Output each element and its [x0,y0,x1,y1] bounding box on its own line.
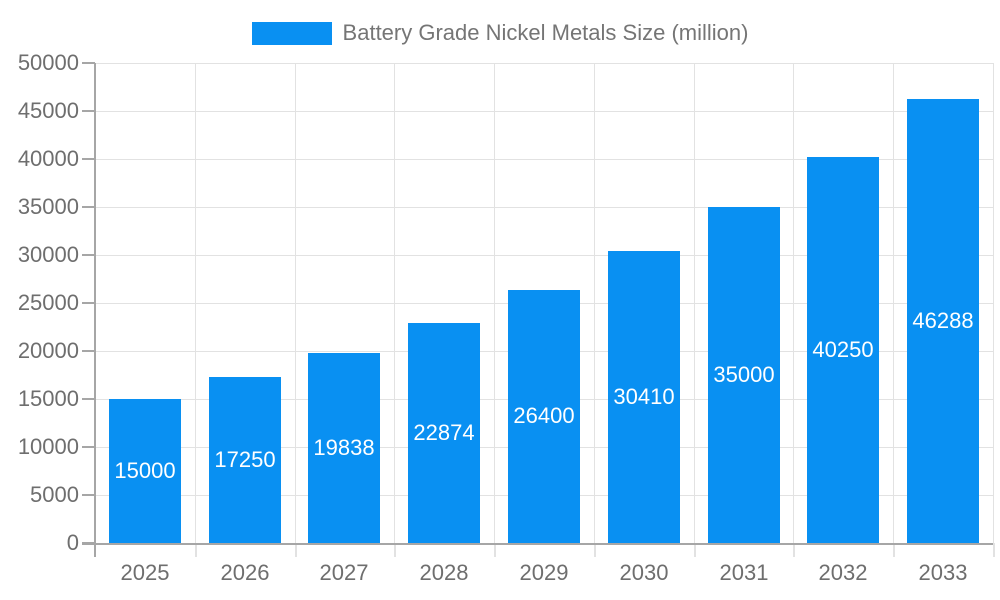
bar-value-label: 15000 [114,458,176,483]
bar-value-label: 22874 [413,420,475,445]
x-axis-label: 2032 [818,560,868,585]
y-axis-label: 25000 [17,290,79,315]
x-axis-label: 2025 [120,560,170,585]
x-axis-label: 2029 [519,560,569,585]
x-tick [394,543,396,557]
bar-value-label: 26400 [513,403,575,428]
x-tick [195,543,197,557]
x-axis-label: 2033 [918,560,968,585]
y-gridline [95,255,993,256]
y-axis-label: 50000 [17,50,79,75]
x-tick [893,543,895,557]
bar-value-label: 35000 [713,362,775,387]
bar-2027[interactable] [308,353,380,543]
bar-2025[interactable] [109,399,181,543]
y-axis-label: 5000 [30,482,79,507]
y-axis-line [94,63,96,557]
y-tick [82,206,95,208]
y-axis-label: 10000 [17,434,79,459]
x-gridline [394,63,395,543]
y-axis-label: 30000 [17,242,79,267]
bar-value-label: 46288 [912,308,974,333]
x-tick [295,543,297,557]
x-axis-label: 2027 [319,560,369,585]
x-gridline [893,63,894,543]
bar-2026[interactable] [209,377,281,543]
y-axis-label: 0 [66,530,79,555]
x-axis-label: 2030 [619,560,669,585]
x-tick [793,543,795,557]
bar-value-label: 19838 [313,435,375,460]
y-gridline [95,111,993,112]
x-gridline [694,63,695,543]
y-tick [82,254,95,256]
y-tick [82,398,95,400]
y-tick [82,494,95,496]
bar-2031[interactable] [708,207,780,543]
x-tick [694,543,696,557]
x-tick [594,543,596,557]
y-axis-label: 15000 [17,386,79,411]
y-axis-label: 35000 [17,194,79,219]
bar-value-label: 40250 [812,337,874,362]
x-gridline [594,63,595,543]
x-axis-label: 2026 [220,560,270,585]
bar-value-label: 30410 [613,384,675,409]
x-axis-label: 2028 [419,560,469,585]
legend-label[interactable]: Battery Grade Nickel Metals Size (millio… [342,20,749,45]
bar-2029[interactable] [508,290,580,543]
y-tick [82,446,95,448]
y-tick [82,110,95,112]
x-tick [494,543,496,557]
bar-2032[interactable] [807,157,879,543]
y-tick [82,62,95,64]
x-gridline [993,63,994,543]
y-axis-label: 40000 [17,146,79,171]
y-gridline [95,63,993,64]
bar-value-label: 17250 [214,447,276,472]
y-axis-label: 45000 [17,98,79,123]
y-tick [82,302,95,304]
bar-2030[interactable] [608,251,680,543]
x-gridline [494,63,495,543]
legend[interactable]: Battery Grade Nickel Metals Size (millio… [0,20,1000,46]
x-axis-label: 2031 [719,560,769,585]
y-tick [82,158,95,160]
legend-swatch[interactable] [251,21,332,45]
y-gridline [95,207,993,208]
bar-2033[interactable] [907,99,979,543]
bar-2028[interactable] [408,323,480,543]
x-tick [993,543,995,557]
x-gridline [295,63,296,543]
x-gridline [195,63,196,543]
y-tick [82,350,95,352]
y-gridline [95,159,993,160]
x-axis-line [82,543,993,545]
y-axis-label: 20000 [17,338,79,363]
x-gridline [793,63,794,543]
